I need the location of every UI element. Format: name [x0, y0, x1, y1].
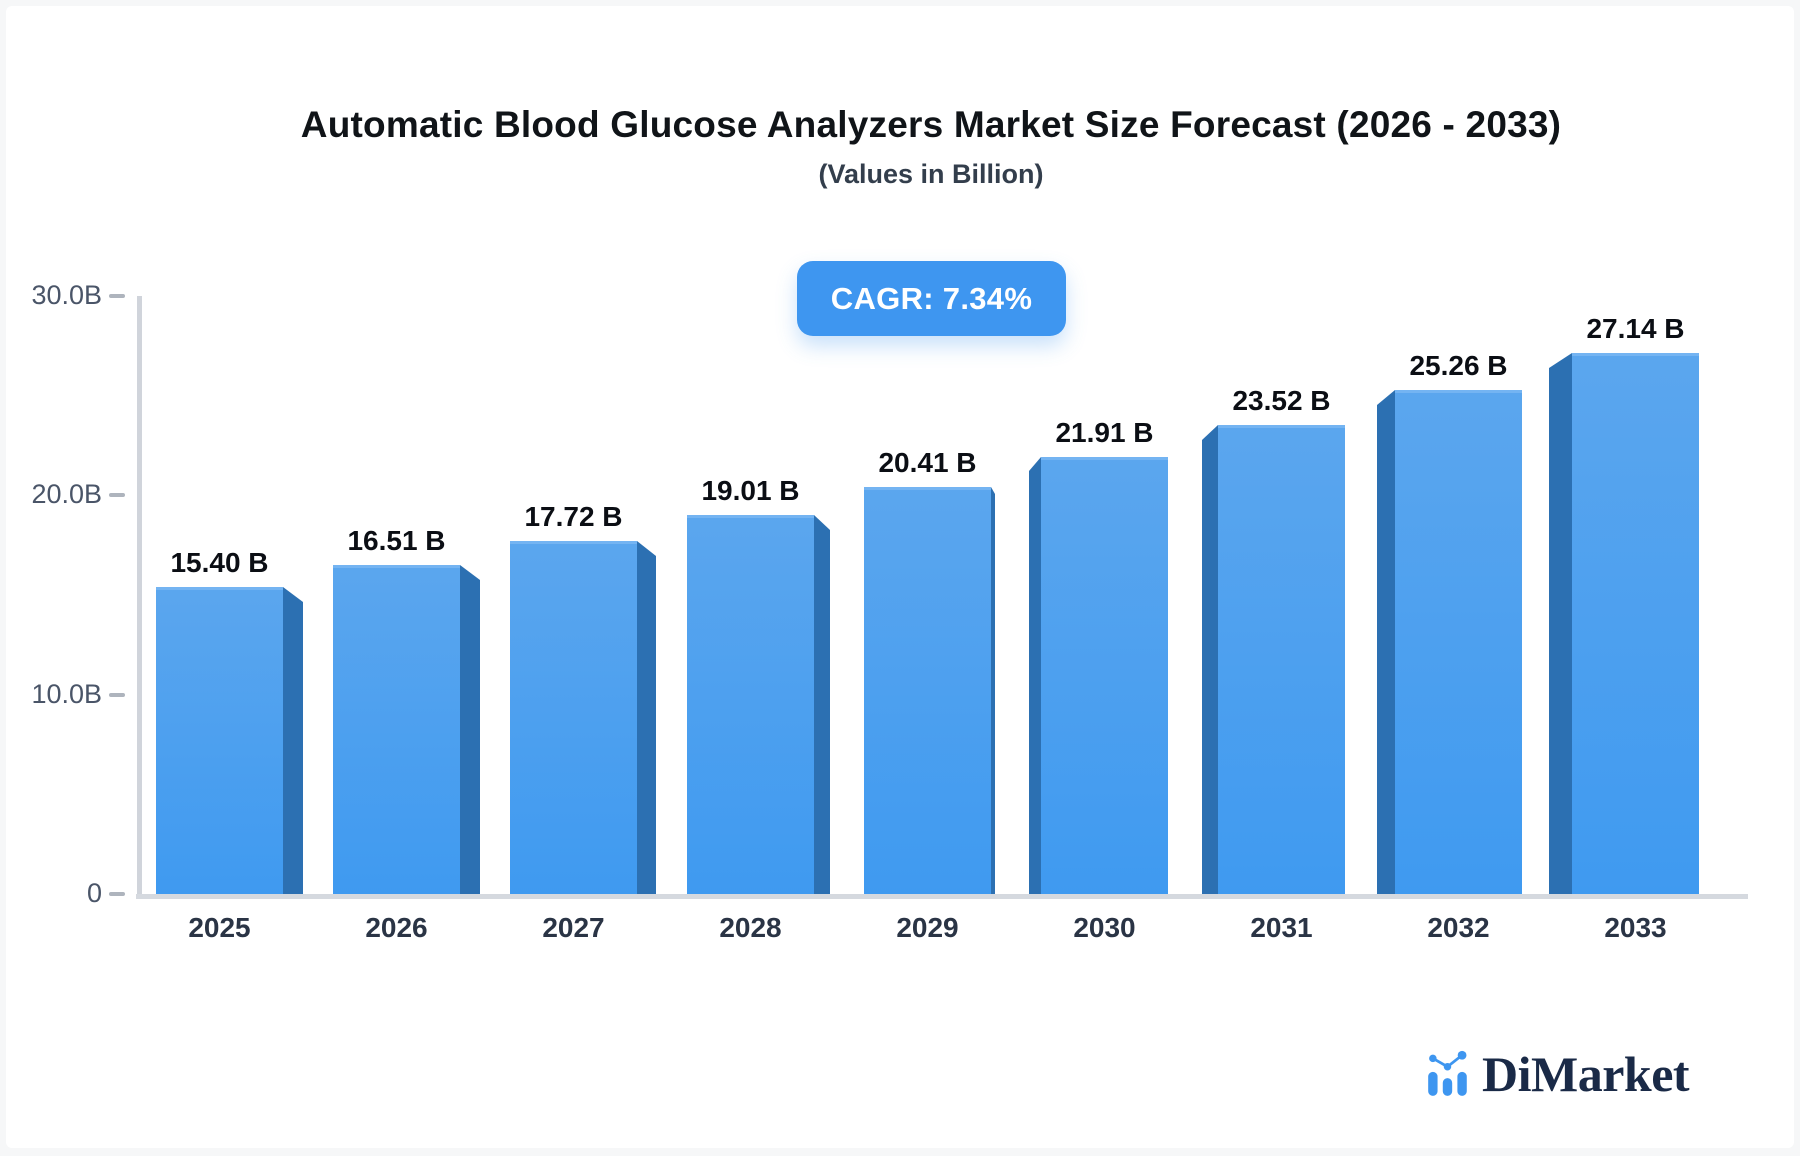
bar-side-2030	[1029, 457, 1041, 894]
x-axis-label-2026: 2026	[365, 912, 428, 943]
bar-2025[interactable]	[156, 587, 283, 894]
bar-side-2025	[283, 587, 303, 894]
bar-2032[interactable]	[1395, 390, 1522, 894]
y-axis-line	[137, 296, 142, 896]
y-axis-tick-20	[109, 493, 125, 497]
bar-2030[interactable]	[1041, 457, 1168, 894]
y-axis-label-0: 0	[86, 878, 102, 908]
x-axis-label-2031: 2031	[1250, 912, 1313, 943]
bar-value-label-2031: 23.52 B	[1232, 385, 1331, 416]
chart-header: Automatic Blood Glucose Analyzers Market…	[68, 103, 1794, 191]
bar-side-2028	[814, 515, 830, 894]
bar-2028[interactable]	[687, 515, 814, 894]
y-axis-label-10.0B: 10.0B	[31, 679, 102, 709]
y-axis-tick-10	[109, 693, 125, 697]
bar-value-label-2027: 17.72 B	[524, 501, 623, 532]
bar-side-2027	[637, 541, 656, 894]
bar-side-2031	[1202, 425, 1218, 894]
bar-2033[interactable]	[1572, 353, 1699, 894]
x-axis-label-2029: 2029	[896, 912, 959, 943]
chart-subtitle: (Values in Billion)	[818, 159, 1044, 189]
bar-2027[interactable]	[510, 541, 637, 894]
brand-logo: DiMarket	[1426, 1046, 1690, 1102]
bar-value-label-2029: 20.41 B	[878, 447, 977, 478]
bar-2029[interactable]	[864, 487, 991, 894]
brand-logo-text: DiMarket	[1482, 1046, 1690, 1102]
x-axis-label-2033: 2033	[1604, 912, 1667, 943]
bar-value-label-2028: 19.01 B	[701, 475, 800, 506]
bar-side-2033	[1549, 353, 1572, 894]
cagr-badge-label: CAGR: 7.34%	[830, 280, 1033, 316]
bar-value-label-2026: 16.51 B	[347, 525, 446, 556]
x-axis-label-2027: 2027	[542, 912, 605, 943]
bar-side-2029	[991, 487, 995, 894]
y-axis-label-30.0B: 30.0B	[31, 280, 102, 310]
x-axis-label-2030: 2030	[1073, 912, 1136, 943]
x-axis-label-2028: 2028	[719, 912, 782, 943]
bar-chart-icon	[1428, 1050, 1467, 1096]
bar-value-label-2030: 21.91 B	[1055, 417, 1154, 448]
x-axis-line	[136, 894, 1748, 899]
chart-title: Automatic Blood Glucose Analyzers Market…	[300, 104, 1562, 145]
bar-side-2026	[460, 565, 480, 894]
y-axis-label-20.0B: 20.0B	[31, 479, 102, 509]
bar-2026[interactable]	[333, 565, 460, 894]
bar-value-label-2033: 27.14 B	[1586, 313, 1685, 344]
y-axis-tick-30	[109, 294, 125, 298]
bar-2031[interactable]	[1218, 425, 1345, 894]
bar-value-label-2025: 15.40 B	[170, 547, 269, 578]
bar-side-2032	[1377, 390, 1395, 894]
bar-value-label-2032: 25.26 B	[1409, 350, 1508, 381]
chart-card: Automatic Blood Glucose Analyzers Market…	[6, 6, 1794, 1148]
cagr-badge: CAGR: 7.34%	[797, 261, 1066, 336]
y-axis-tick-0	[109, 892, 125, 896]
x-axis-label-2032: 2032	[1427, 912, 1490, 943]
x-axis-label-2025: 2025	[188, 912, 251, 943]
